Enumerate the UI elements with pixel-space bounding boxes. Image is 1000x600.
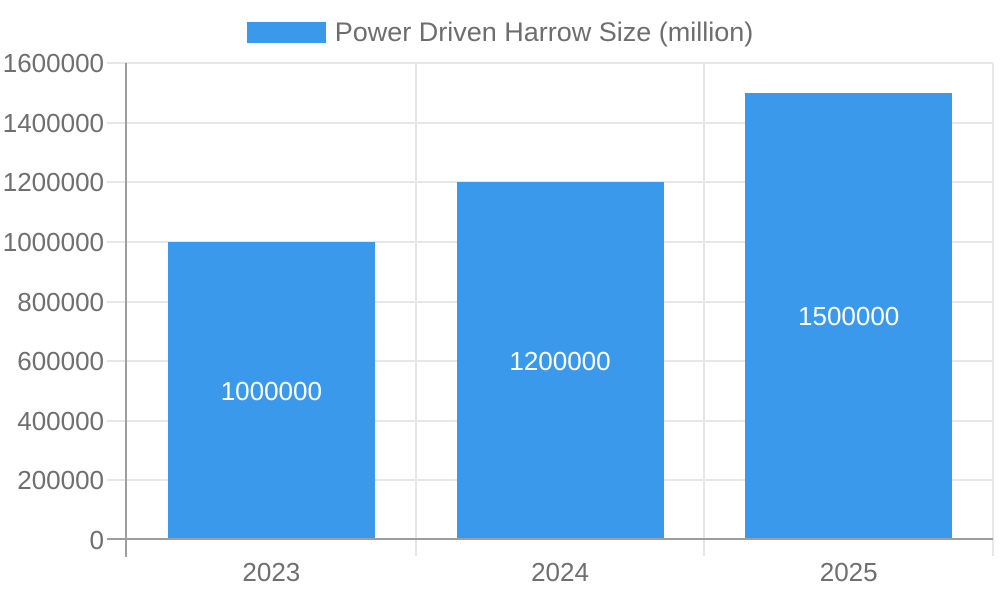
x-axis-category-label: 2023 [242,557,301,587]
category-separator-gridline [414,63,417,540]
y-axis-tick-label: 0 [89,525,104,555]
x-axis-line [107,538,993,540]
y-axis-tick-label: 400000 [17,405,104,436]
y-axis-tick-label: 1000000 [2,226,104,257]
x-axis-category-label: 2024 [531,557,589,587]
x-axis-tick [414,540,417,556]
legend-item-power-driven-harrow-size[interactable]: Power Driven Harrow Size (million) [246,17,754,47]
bar-value-label: 1200000 [509,346,611,377]
y-gridline [107,62,993,64]
x-axis-category-label: 2025 [819,557,878,587]
category-separator-gridline [992,63,994,540]
chart-legend: Power Driven Harrow Size (million) [0,17,1000,47]
y-axis-tick-label: 800000 [17,286,104,317]
bar-value-label: 1500000 [798,301,900,332]
x-axis-tick [703,540,706,556]
y-axis-tick-label: 600000 [17,346,104,377]
y-axis-tick-label: 1400000 [2,107,104,138]
y-axis-tick-label: 1600000 [2,48,104,78]
y-axis-tick-label: 1200000 [2,167,104,198]
y-axis-tick-label: 200000 [17,465,104,496]
category-separator-gridline [703,63,706,540]
bar-value-label: 1000000 [220,375,322,406]
legend-label: Power Driven Harrow Size (million) [334,17,754,47]
legend-swatch-icon [246,21,326,43]
plot-area: 0 200000 400000 600000 800000 1000000 1200000 1… [3,48,994,587]
y-axis-line [125,63,127,557]
x-axis-tick [992,540,994,556]
bar-2025[interactable]: 1500000 [745,92,953,540]
bar-2023[interactable]: 1000000 [167,241,375,540]
y-gridline [107,121,993,124]
bar-2024[interactable]: 1200000 [456,182,664,540]
